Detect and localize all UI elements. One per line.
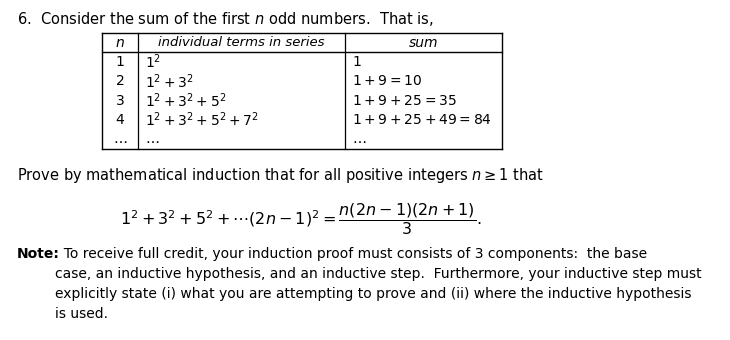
Text: $1$: $1$ — [115, 55, 125, 69]
Text: $\ldots$: $\ldots$ — [112, 133, 127, 147]
Text: Note:: Note: — [18, 247, 60, 261]
Text: 6.  Consider the sum of the first $n$ odd numbers.  That is,: 6. Consider the sum of the first $n$ odd… — [18, 10, 434, 28]
Text: $3$: $3$ — [115, 94, 125, 108]
Text: $1$: $1$ — [352, 55, 361, 69]
Text: $n$: $n$ — [115, 36, 125, 50]
Text: Prove by mathematical induction that for all positive integers $n \geq 1$ that: Prove by mathematical induction that for… — [18, 166, 545, 185]
Text: $\ldots$: $\ldots$ — [352, 133, 366, 147]
Text: $1^2$: $1^2$ — [145, 53, 161, 71]
Text: $\ldots$: $\ldots$ — [145, 133, 159, 147]
Text: $1^2 + 3^2 + 5^2 + \cdots (2n-1)^2 = \dfrac{n(2n-1)(2n+1)}{3}.$: $1^2 + 3^2 + 5^2 + \cdots (2n-1)^2 = \df… — [120, 201, 481, 237]
Text: $1 + 9 + 25 = 35$: $1 + 9 + 25 = 35$ — [352, 94, 457, 108]
Text: $1^2 + 3^2 + 5^2 + 7^2$: $1^2 + 3^2 + 5^2 + 7^2$ — [145, 111, 258, 130]
Text: $4$: $4$ — [115, 113, 125, 127]
Text: $1^2 + 3^2$: $1^2 + 3^2$ — [145, 72, 193, 91]
Text: $1^2 + 3^2 + 5^2$: $1^2 + 3^2 + 5^2$ — [145, 91, 226, 110]
Text: $1 + 9 = 10$: $1 + 9 = 10$ — [352, 74, 423, 88]
Text: To receive full credit, your induction proof must consists of 3 components:  the: To receive full credit, your induction p… — [55, 247, 702, 321]
Text: $2$: $2$ — [115, 74, 124, 88]
Text: sum: sum — [409, 36, 438, 50]
Text: individual terms in series: individual terms in series — [158, 36, 325, 49]
Text: $1 + 9 + 25 + 49 = 84$: $1 + 9 + 25 + 49 = 84$ — [352, 113, 492, 127]
